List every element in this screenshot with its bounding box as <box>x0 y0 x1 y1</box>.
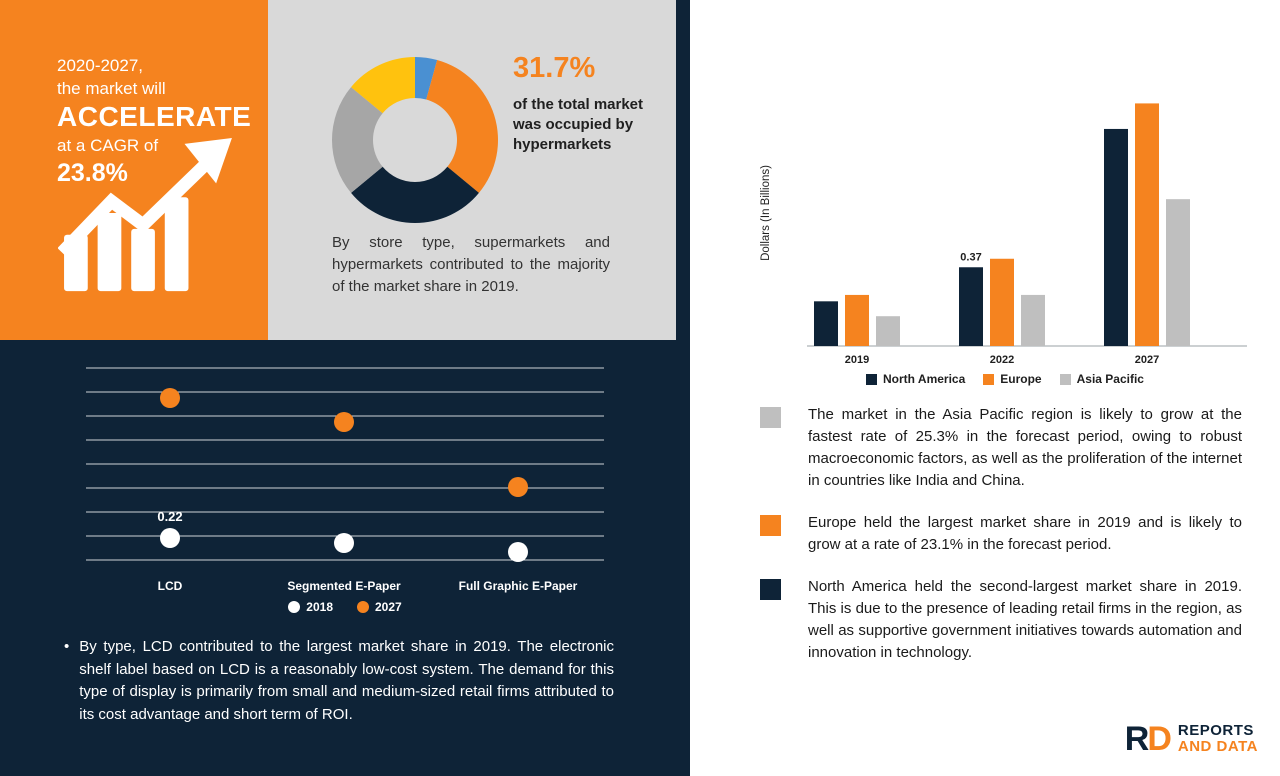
cagr-text-block: 2020-2027, the market will ACCELERATE at… <box>57 54 251 189</box>
asia-pacific-text: The market in the Asia Pacific region is… <box>808 406 1242 489</box>
dot-2018-lcd <box>160 528 180 548</box>
regional-panel: 2019 2022 2027 0.37 Dollars (In Billions) No… <box>690 0 1280 776</box>
legend-swatch-2027 <box>357 601 369 613</box>
bullet-icon: • <box>64 638 70 655</box>
legend-swatch-asia-pacific <box>1059 373 1071 385</box>
donut-slice-hypermarkets <box>426 60 498 193</box>
cagr-years: 2020-2027, <box>57 56 144 75</box>
bar-north-america-2022 <box>959 267 983 346</box>
bar-europe-2027 <box>1135 103 1159 346</box>
dotplot-category-label: Full Graphic E-Paper <box>459 579 578 593</box>
legend-label: Asia Pacific <box>1076 372 1144 386</box>
legend-swatch-europe <box>983 373 995 385</box>
legend-label: 2027 <box>375 600 402 614</box>
cagr-value: 23.8% <box>57 159 128 187</box>
bar-asia-pacific-2022 <box>1021 294 1045 346</box>
bullet-north-america: North America held the second-largest ma… <box>760 576 1242 664</box>
vertical-divider <box>676 0 690 776</box>
y-axis-title: Dollars (In Billions) <box>760 165 772 261</box>
legend-item-2027: 2027 <box>357 600 402 614</box>
legend-label: Europe <box>1000 372 1042 386</box>
bar-north-america-2019 <box>814 301 838 346</box>
cagr-panel: 2020-2027, the market will ACCELERATE at… <box>0 0 268 340</box>
bar-europe-2022 <box>990 258 1014 346</box>
dot-2027-lcd <box>160 388 180 408</box>
cagr-lead-text: the market will <box>57 79 166 98</box>
legend-item-europe: Europe <box>983 372 1042 386</box>
reports-and-data-logo: RD REPORTS AND DATA <box>1125 722 1258 756</box>
bar-asia-pacific-2027 <box>1166 199 1190 346</box>
donut-slice-segment-yellow <box>351 57 415 114</box>
hypermarket-stat-value: 31.7% <box>513 52 596 84</box>
legend-label: 2018 <box>306 600 333 614</box>
europe-swatch <box>760 515 781 536</box>
logo-letter-d: D <box>1147 720 1172 758</box>
cagr-accelerate-text: ACCELERATE <box>57 101 252 132</box>
legend-item-asia-pacific: Asia Pacific <box>1059 372 1144 386</box>
store-type-panel: 31.7% of the total market was occupied b… <box>268 0 676 340</box>
logo-line-reports: REPORTS <box>1177 722 1254 740</box>
donut-slice-segment-blue <box>415 57 438 100</box>
dot-2027-full-graphic-e-paper <box>508 477 528 497</box>
regional-bar-chart: 2019 2022 2027 0.37 Dollars (In Billions) <box>760 103 1247 366</box>
dot-2018-segmented-e-paper <box>334 533 354 553</box>
dot-2027-segmented-e-paper <box>334 412 354 432</box>
bar-value-label: 0.37 <box>960 251 981 263</box>
store-type-donut <box>332 57 498 223</box>
donut-slice-segment-navy <box>351 166 479 223</box>
hypermarket-stat-caption: of the total market was occupied by hype… <box>513 96 644 153</box>
growth-arrow-icon <box>58 138 232 292</box>
dotplot-category-label: Segmented E-Paper <box>287 579 401 593</box>
europe-text: Europe held the largest market share in … <box>808 514 1242 553</box>
legend-item-north-america: North America <box>866 372 965 386</box>
type-summary: • By type, LCD contributed to the larges… <box>64 636 614 726</box>
logo-letter-r: R <box>1124 720 1150 758</box>
legend-swatch-north-america <box>866 373 878 385</box>
logo-monogram: RD <box>1124 720 1172 758</box>
dot-plot-legend: 2018 2027 <box>78 600 612 614</box>
growth-arrow-line <box>58 159 211 257</box>
bar-category-label: 2022 <box>990 354 1014 366</box>
legend-item-2018: 2018 <box>288 600 333 614</box>
bar-category-label: 2027 <box>1135 354 1159 366</box>
logo-line-anddata: AND DATA <box>1177 738 1258 755</box>
bar-europe-2019 <box>845 294 869 346</box>
bar-asia-pacific-2019 <box>876 316 900 346</box>
asia-pacific-swatch <box>760 407 781 428</box>
north-america-text: North America held the second-largest ma… <box>808 578 1242 661</box>
hypermarket-stat: 31.7% of the total market was occupied b… <box>513 52 671 155</box>
donut-slice-segment-gray <box>332 87 383 193</box>
type-summary-text: By type, LCD contributed to the largest … <box>79 638 614 723</box>
bar-chart-legend: North America Europe Asia Pacific <box>755 372 1255 386</box>
bullet-asia-pacific: The market in the Asia Pacific region is… <box>760 404 1242 492</box>
type-panel: 0.22 LCD Segmented E-Paper Full Graphic E-P… <box>0 340 676 776</box>
legend-swatch-2018 <box>288 601 301 613</box>
north-america-swatch <box>760 579 781 600</box>
dot-2018-full-graphic-e-paper <box>508 542 528 562</box>
bullet-europe: Europe held the largest market share in … <box>760 512 1242 556</box>
growth-bars <box>64 197 189 292</box>
logo-text: REPORTS AND DATA <box>1178 723 1258 755</box>
type-dot-plot: 0.22 LCD Segmented E-Paper Full Graphic E-P… <box>86 367 604 593</box>
cagr-of-text: at a CAGR of <box>57 136 159 155</box>
growth-arrow-head-icon <box>184 138 232 184</box>
dotplot-category-label: LCD <box>158 579 183 593</box>
store-type-summary: By store type, supermarkets and hypermar… <box>332 234 610 295</box>
dot-value-label: 0.22 <box>157 509 182 524</box>
bar-category-label: 2019 <box>845 354 869 366</box>
legend-label: North America <box>883 372 966 386</box>
bar-north-america-2027 <box>1104 128 1128 346</box>
regional-bullets: The market in the Asia Pacific region is… <box>760 404 1242 684</box>
